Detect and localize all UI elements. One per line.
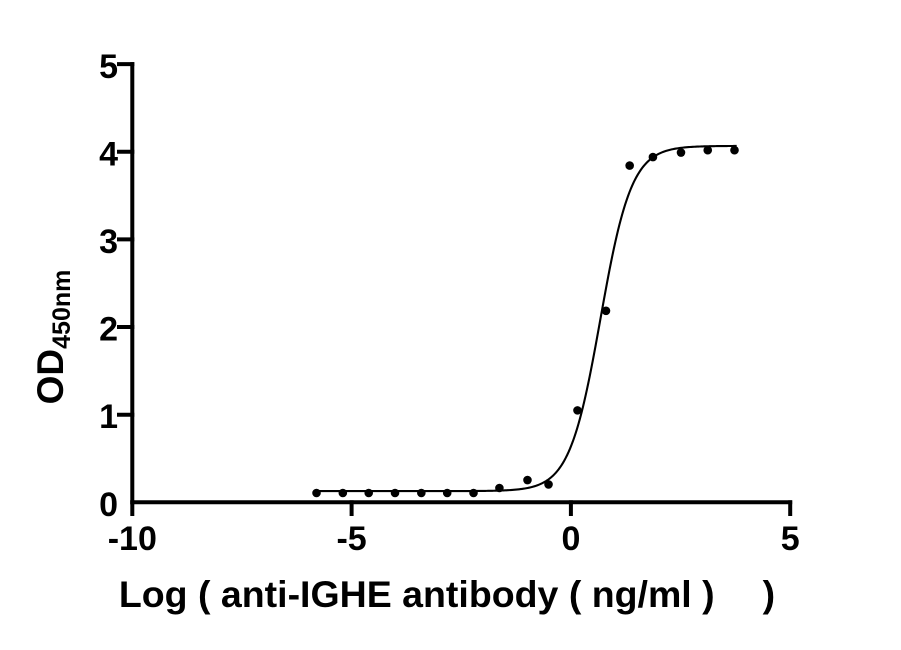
svg-text:3: 3 (99, 223, 118, 261)
svg-text:2: 2 (99, 311, 118, 349)
svg-text:Log ( anti-IGHE antibody ( ng/: Log ( anti-IGHE antibody ( ng/ml )) (119, 573, 775, 615)
svg-text:5: 5 (99, 48, 118, 86)
svg-text:4: 4 (99, 136, 118, 174)
svg-text:0: 0 (99, 486, 118, 524)
svg-text:5: 5 (781, 520, 800, 558)
svg-text:-5: -5 (336, 520, 366, 558)
svg-text:-10: -10 (108, 520, 157, 558)
svg-text:0: 0 (561, 520, 580, 558)
svg-text:1: 1 (99, 398, 118, 436)
